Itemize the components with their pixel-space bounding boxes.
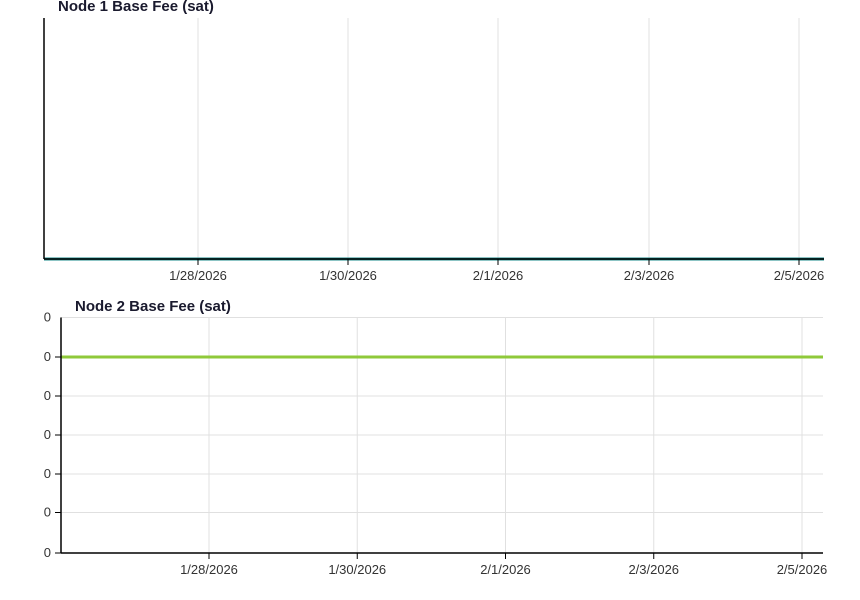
svg-text:1/30/2026: 1/30/2026 [328, 562, 386, 577]
svg-text:0: 0 [44, 310, 51, 325]
svg-text:1/28/2026: 1/28/2026 [169, 268, 227, 283]
svg-text:2/1/2026: 2/1/2026 [473, 268, 524, 283]
svg-text:1/30/2026: 1/30/2026 [319, 268, 377, 283]
svg-text:2/1/2026: 2/1/2026 [480, 562, 531, 577]
svg-text:0: 0 [44, 545, 51, 560]
svg-text:0: 0 [44, 466, 51, 481]
svg-text:0: 0 [44, 505, 51, 520]
svg-text:2/3/2026: 2/3/2026 [624, 268, 675, 283]
svg-text:1/28/2026: 1/28/2026 [180, 562, 238, 577]
svg-text:0: 0 [44, 427, 51, 442]
svg-text:2/3/2026: 2/3/2026 [628, 562, 679, 577]
svg-text:0: 0 [44, 388, 51, 403]
svg-text:2/5/2026: 2/5/2026 [777, 562, 828, 577]
svg-text:2/5/2026: 2/5/2026 [774, 268, 825, 283]
svg-text:0: 0 [44, 349, 51, 364]
